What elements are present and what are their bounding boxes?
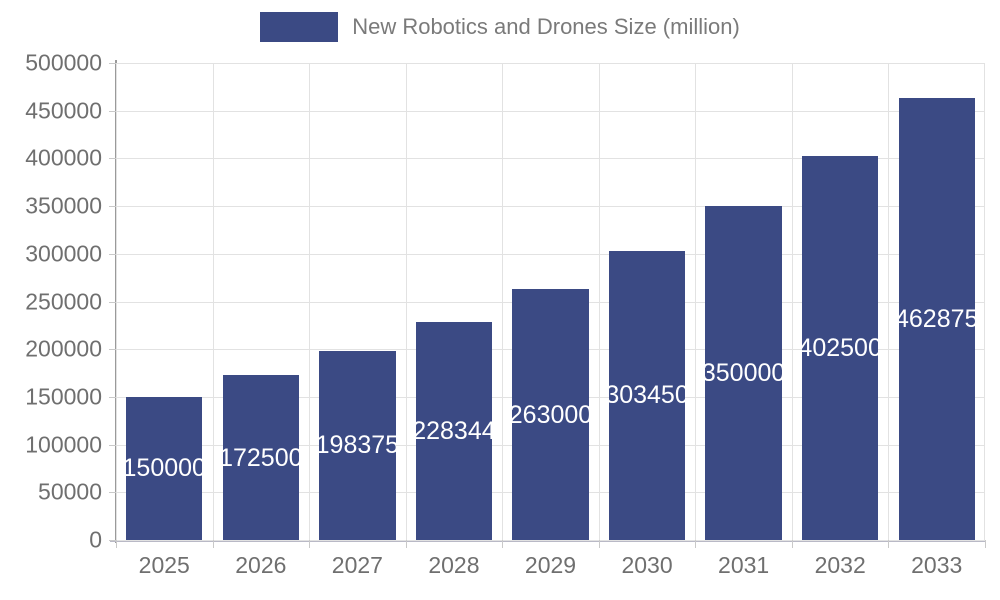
gridline-horizontal [116,540,985,541]
y-axis-tick-label: 400000 [25,144,102,171]
x-axis-tick-label: 2033 [911,552,963,578]
x-axis-tick-mark [792,540,793,548]
y-axis-tick-label: 100000 [25,431,102,458]
y-axis-tick-mark [109,396,116,398]
bar-group-2026[interactable]: 172500 [222,63,299,540]
x-axis-tick-mark [888,540,889,548]
y-axis-tick-label: 150000 [25,383,102,410]
gridline-vertical [116,63,117,540]
x-axis-tick-mark [599,540,600,548]
y-axis-tick-mark [109,206,116,208]
x-axis-tick-label: 2026 [235,552,287,578]
gridline-vertical [888,63,889,540]
bar-2031[interactable]: 350000 [705,206,782,540]
y-axis-tick-label: 200000 [25,335,102,362]
bar-group-2030[interactable]: 303450 [608,63,686,540]
bar-value-label-2026: 172500 [222,443,299,472]
gridline-vertical [695,63,696,540]
x-axis-tick-mark [502,540,503,548]
y-axis-tick-mark [109,63,116,64]
y-axis-tick-mark [109,540,116,541]
bar-group-2029[interactable]: 263000 [512,63,589,540]
x-axis-tick-mark [213,540,214,548]
y-axis-tick-label: 250000 [25,288,102,314]
x-axis-tick-mark [116,540,117,548]
gridline-vertical [984,63,985,540]
gridline-horizontal [116,63,985,64]
gridline-vertical [502,63,503,540]
gridline-vertical [792,63,793,540]
bar-2032[interactable]: 402500 [802,156,879,540]
x-axis-tick-label: 2028 [428,552,480,578]
bar-group-2027[interactable]: 198375 [319,63,396,540]
y-axis-tick-mark [109,349,116,351]
x-axis-tick-label: 2029 [524,552,577,578]
y-axis-tick-label: 0 [89,526,102,553]
y-axis-tick-label: 500000 [25,49,102,76]
y-axis-tick-label: 300000 [25,240,102,267]
bar-group-2025[interactable]: 150000 [126,63,203,540]
x-axis-tick-label: 2025 [138,552,190,578]
y-axis-tick-mark [109,301,116,303]
x-axis-tick-mark [695,540,696,548]
bar-2025[interactable]: 150000 [126,396,203,540]
bar-2033[interactable]: 462875 [898,98,975,540]
y-axis-tick-mark [109,110,116,112]
bar-2028[interactable]: 228344 [415,322,493,540]
bar-value-label-2030: 303450 [608,381,686,410]
bar-2029[interactable]: 263000 [512,289,589,540]
bar-group-2031[interactable]: 350000 [705,63,782,540]
gridline-vertical [406,63,407,540]
bar-value-label-2033: 462875 [898,305,975,334]
bar-2030[interactable]: 303450 [608,250,686,540]
gridline-horizontal [116,110,985,112]
bar-2027[interactable]: 198375 [319,350,396,540]
y-axis-tick-label: 350000 [25,192,102,219]
chart-legend: New Robotics and Drones Size (million) [0,12,1000,42]
bar-value-label-2031: 350000 [705,359,782,388]
y-axis-tick-mark [109,492,116,494]
bar-group-2032[interactable]: 402500 [802,63,879,540]
x-axis-tick-mark [985,540,986,548]
bar-group-2033[interactable]: 462875 [898,63,975,540]
gridline-vertical [213,63,214,540]
bar-value-label-2025: 150000 [126,454,203,483]
gridline-horizontal [116,158,985,160]
plot-area: 150000 172500 198375 228344 263000 303450 3500… [116,63,985,541]
bar-value-label-2029: 263000 [512,400,589,429]
x-axis-tick-label: 2027 [331,552,383,578]
x-axis-tick-label: 2032 [814,552,866,578]
bar-group-2028[interactable]: 228344 [415,63,493,540]
legend-label-series-1: New Robotics and Drones Size (million) [352,14,740,39]
gridline-horizontal [116,206,985,208]
gridline-vertical [599,63,600,540]
bar-value-label-2027: 198375 [319,431,396,460]
x-axis-tick-label: 2030 [621,552,673,578]
legend-swatch-icon [260,12,339,42]
x-axis-tick-mark [309,540,310,548]
x-axis-tick-mark [406,540,407,548]
bar-2026[interactable]: 172500 [222,375,299,540]
gridline-vertical [309,63,310,540]
x-axis-tick-label: 2031 [718,552,770,578]
y-axis-tick-label: 450000 [25,97,102,124]
x-axis-line [110,540,986,542]
y-axis-tick-mark [109,158,116,160]
y-axis-tick-mark [109,253,116,255]
bar-value-label-2028: 228344 [415,417,493,446]
bar-value-label-2032: 402500 [802,334,879,363]
gridline-horizontal [116,253,985,255]
y-axis-tick-label: 50000 [38,478,102,505]
y-axis-tick-mark [109,444,116,446]
